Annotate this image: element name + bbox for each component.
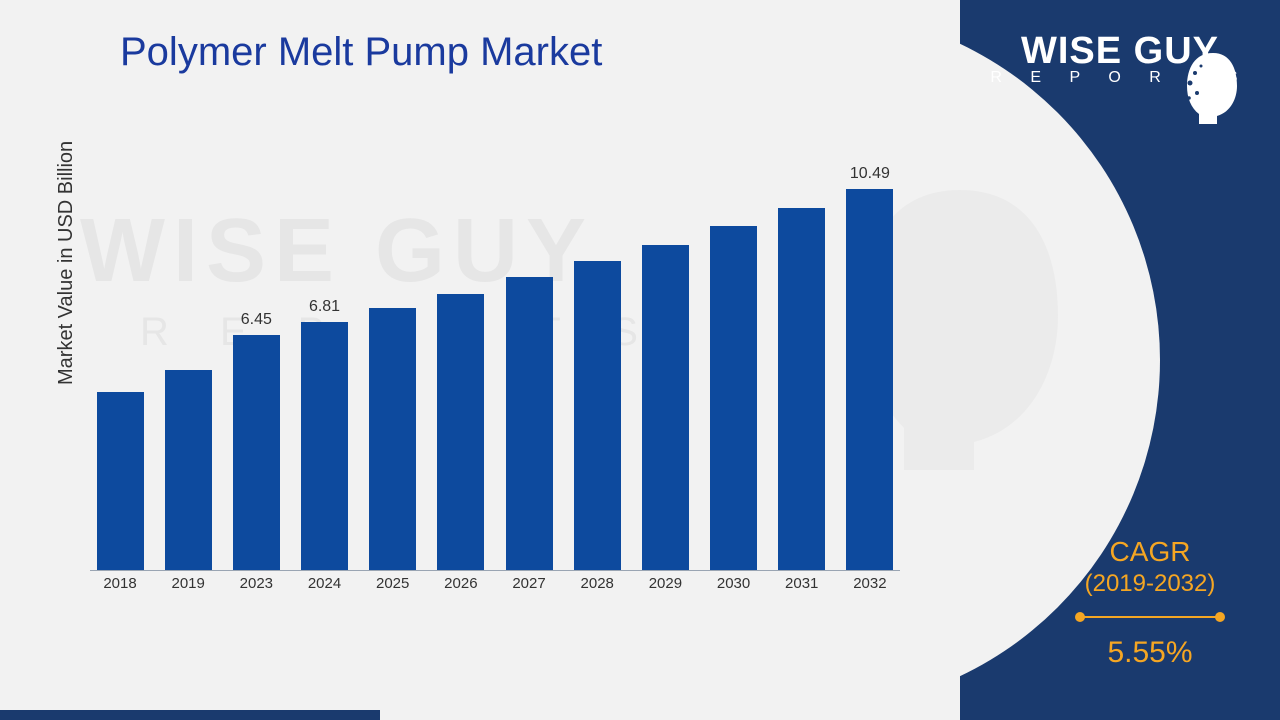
bar xyxy=(778,208,825,570)
bar xyxy=(301,322,348,570)
bar xyxy=(233,335,280,570)
x-tick-label: 2018 xyxy=(90,575,150,592)
bar xyxy=(642,245,689,570)
bar-wrap xyxy=(704,202,764,570)
bar-wrap xyxy=(431,270,491,570)
cagr-title: CAGR xyxy=(1050,536,1250,568)
bar-wrap xyxy=(567,237,627,570)
x-tick-label: 2028 xyxy=(567,575,627,592)
x-tick-label: 2026 xyxy=(431,575,491,592)
bar-wrap xyxy=(635,221,695,570)
bar xyxy=(846,189,893,570)
x-tick-label: 2019 xyxy=(158,575,218,592)
bar xyxy=(710,226,757,570)
cagr-value: 5.55% xyxy=(1050,636,1250,670)
bar-value-label: 6.81 xyxy=(309,298,340,318)
bar-wrap xyxy=(363,284,423,570)
logo-head-icon xyxy=(1175,48,1245,128)
x-tick-label: 2031 xyxy=(772,575,832,592)
bar xyxy=(506,277,553,570)
x-axis-labels: 2018 2019 2023 2024 2025 2026 2027 2028 2029 2030… xyxy=(90,575,900,592)
bar xyxy=(574,261,621,570)
x-tick-label: 2030 xyxy=(704,575,764,592)
bar-value-label: 6.45 xyxy=(241,311,272,331)
bar-wrap xyxy=(499,253,559,570)
bar-chart: 6.456.8110.49 xyxy=(90,170,900,570)
y-axis-label: Market Value in USD Billion xyxy=(55,141,78,385)
bar xyxy=(97,392,144,570)
chart-baseline xyxy=(90,570,900,571)
x-tick-label: 2024 xyxy=(295,575,355,592)
x-tick-label: 2023 xyxy=(226,575,286,592)
bottom-accent-bar xyxy=(0,710,380,720)
bar xyxy=(369,308,416,570)
x-tick-label: 2029 xyxy=(635,575,695,592)
bar-wrap xyxy=(772,184,832,570)
x-tick-label: 2025 xyxy=(363,575,423,592)
bar-value-label: 10.49 xyxy=(850,165,890,185)
chart-title: Polymer Melt Pump Market xyxy=(120,30,602,75)
cagr-range: (2019-2032) xyxy=(1050,570,1250,598)
bar-wrap: 6.45 xyxy=(226,311,286,570)
brand-logo: WISE GUY R E P O R T S xyxy=(980,30,1260,87)
bar-wrap: 6.81 xyxy=(295,298,355,570)
bar-wrap xyxy=(158,346,218,570)
bar-wrap xyxy=(90,368,150,570)
x-tick-label: 2027 xyxy=(499,575,559,592)
cagr-divider xyxy=(1080,616,1220,618)
bar-wrap: 10.49 xyxy=(840,165,900,570)
cagr-block: CAGR (2019-2032) 5.55% xyxy=(1050,536,1250,670)
bar xyxy=(165,370,212,570)
bar xyxy=(437,294,484,570)
x-tick-label: 2032 xyxy=(840,575,900,592)
